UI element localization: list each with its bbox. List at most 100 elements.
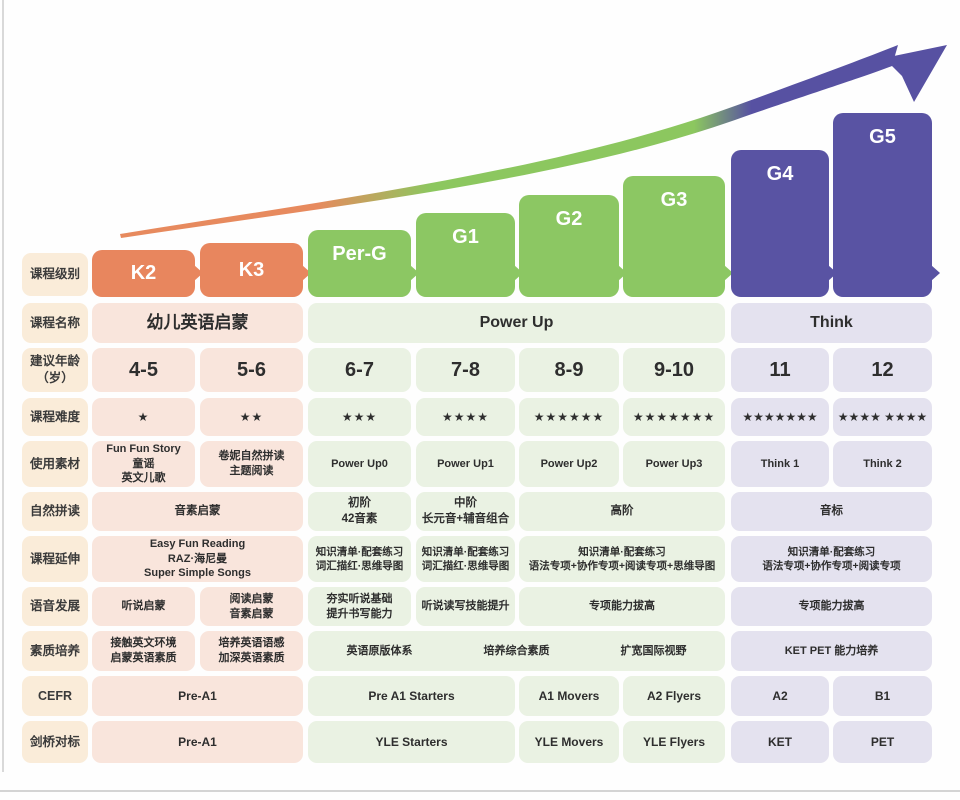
cell-speech-perg: 夯实听说基础 提升书写能力 — [308, 587, 411, 626]
cell-cefr-g3: A2 Flyers — [623, 676, 725, 716]
connector-arrow-icon — [724, 265, 733, 281]
cell-stars-g3: ★★★★★★★ — [623, 398, 725, 436]
cell-age-k2: 4-5 — [92, 348, 195, 392]
cell-extension-g1: 知识清单·配套练习 词汇描红·思维导图 — [416, 536, 515, 582]
cell-cefr-pg1: Pre A1 Starters — [308, 676, 515, 716]
row-label-speech: 语音发展 — [22, 587, 88, 626]
cell-age-g3: 9-10 — [623, 348, 725, 392]
cell-phonics-k: 音素启蒙 — [92, 492, 303, 531]
cell-speech-g23: 专项能力拔高 — [519, 587, 725, 626]
cell-cambridge-g4: KET — [731, 721, 829, 763]
quality-item: 英语原版体系 — [346, 644, 413, 657]
cell-age-g4: 11 — [731, 348, 829, 392]
connector-arrow-icon — [931, 265, 940, 281]
cell-material-g2: Power Up2 — [519, 441, 619, 487]
row-label-extension: 课程延伸 — [22, 536, 88, 582]
level-label: K2 — [130, 262, 157, 284]
level-label: G4 — [766, 163, 794, 185]
cell-stars-perg: ★★★ — [308, 398, 411, 436]
cell-age-g1: 7-8 — [416, 348, 515, 392]
row-label-difficulty: 课程难度 — [22, 398, 88, 436]
level-block-k2: K2 — [92, 250, 203, 297]
cell-name-kindergarten: 幼儿英语启蒙 — [92, 303, 303, 343]
cell-age-perg: 6-7 — [308, 348, 411, 392]
cell-extension-g45: 知识清单·配套练习 语法专项+协作专项+阅读专项 — [731, 536, 932, 582]
level-block-k3: K3 — [200, 243, 311, 297]
cell-age-g2: 8-9 — [519, 348, 619, 392]
cell-stars-g4: ★★★★★★★ — [731, 398, 829, 436]
connector-arrow-icon — [410, 265, 419, 281]
cell-cefr-g2: A1 Movers — [519, 676, 619, 716]
cell-cambridge-pg1: YLE Starters — [308, 721, 515, 763]
connector-arrow-icon — [194, 265, 203, 281]
quality-item: 扩宽国际视野 — [620, 644, 687, 657]
cell-speech-g1: 听说读写技能提升 — [416, 587, 515, 626]
cell-speech-g45: 专项能力拔高 — [731, 587, 932, 626]
row-label-name: 课程名称 — [22, 303, 88, 343]
level-label: G3 — [660, 189, 688, 211]
level-label: K3 — [238, 258, 265, 281]
row-label-materials: 使用素材 — [22, 441, 88, 487]
level-label: G5 — [869, 126, 896, 148]
cell-stars-g5: ★★★★ ★★★★ — [833, 398, 932, 436]
cell-quality-k2: 接触英文环境 启蒙英语素质 — [92, 631, 195, 671]
cell-material-g1: Power Up1 — [416, 441, 515, 487]
quality-item: 培养综合素质 — [483, 644, 550, 657]
cell-phonics-g45: 音标 — [731, 492, 932, 531]
cell-quality-k3: 培养英语语感 加深英语素质 — [200, 631, 303, 671]
left-edge-line — [2, 0, 4, 772]
level-label: G2 — [555, 208, 583, 230]
cell-material-g3: Power Up3 — [623, 441, 725, 487]
cell-extension-perg: 知识清单·配套练习 词汇描红·思维导图 — [308, 536, 411, 582]
cell-extension-k: Easy Fun Reading RAZ·海尼曼 Super Simple So… — [92, 536, 303, 582]
row-label-quality: 素质培养 — [22, 631, 88, 671]
cell-material-g5: Think 2 — [833, 441, 932, 487]
cell-cefr-g4: A2 — [731, 676, 829, 716]
cell-material-g4: Think 1 — [731, 441, 829, 487]
level-label: Per-G — [332, 243, 387, 265]
cell-cambridge-k: Pre-A1 — [92, 721, 303, 763]
connector-arrow-icon — [514, 265, 523, 281]
cell-name-powerup: Power Up — [308, 303, 725, 343]
cell-material-perg: Power Up0 — [308, 441, 411, 487]
level-label: G1 — [452, 226, 479, 248]
connector-arrow-icon — [828, 265, 837, 281]
row-label-cambridge: 剑桥对标 — [22, 721, 88, 763]
cell-cefr-g5: B1 — [833, 676, 932, 716]
cell-age-g5: 12 — [833, 348, 932, 392]
arrowhead-icon — [884, 45, 947, 102]
cell-material-k3: 卷妮自然拼读 主题阅读 — [200, 441, 303, 487]
row-label-age: 建议年龄 （岁） — [22, 348, 88, 392]
cell-cefr-k: Pre-A1 — [92, 676, 303, 716]
cell-stars-k2: ★ — [92, 398, 195, 436]
cell-cambridge-g2: YLE Movers — [519, 721, 619, 763]
cell-speech-k3: 阅读启蒙 音素启蒙 — [200, 587, 303, 626]
level-block-g3: G3 — [623, 176, 733, 297]
cell-phonics-g23: 高阶 — [519, 492, 725, 531]
cell-cambridge-g5: PET — [833, 721, 932, 763]
level-block-g4: G4 — [731, 150, 837, 297]
cell-stars-k3: ★★ — [200, 398, 303, 436]
connector-arrow-icon — [618, 265, 627, 281]
cell-speech-k2: 听说启蒙 — [92, 587, 195, 626]
level-block-g2: G2 — [519, 195, 627, 297]
cell-name-think: Think — [731, 303, 932, 343]
cell-phonics-g1: 中阶 长元音+辅音组合 — [416, 492, 515, 531]
level-block-per-g: Per-G — [308, 230, 419, 297]
cell-extension-g23: 知识清单·配套练习 语法专项+协作专项+阅读专项+思维导图 — [519, 536, 725, 582]
row-label-cefr: CEFR — [22, 676, 88, 716]
cell-quality-g45: KET PET 能力培养 — [731, 631, 932, 671]
cell-age-k3: 5-6 — [200, 348, 303, 392]
row-label-phonics: 自然拼读 — [22, 492, 88, 531]
connector-arrow-icon — [302, 265, 311, 281]
level-block-g5: G5 — [833, 113, 940, 297]
cell-stars-g2: ★★★★★★ — [519, 398, 619, 436]
cell-stars-g1: ★★★★ — [416, 398, 515, 436]
level-block-g1: G1 — [416, 213, 523, 297]
cell-material-k2: Fun Fun Story 童谣 英文儿歌 — [92, 441, 195, 487]
cell-cambridge-g3: YLE Flyers — [623, 721, 725, 763]
cell-phonics-perg: 初阶 42音素 — [308, 492, 411, 531]
row-label-level: 课程级别 — [22, 253, 88, 296]
bottom-edge-line — [0, 790, 960, 792]
